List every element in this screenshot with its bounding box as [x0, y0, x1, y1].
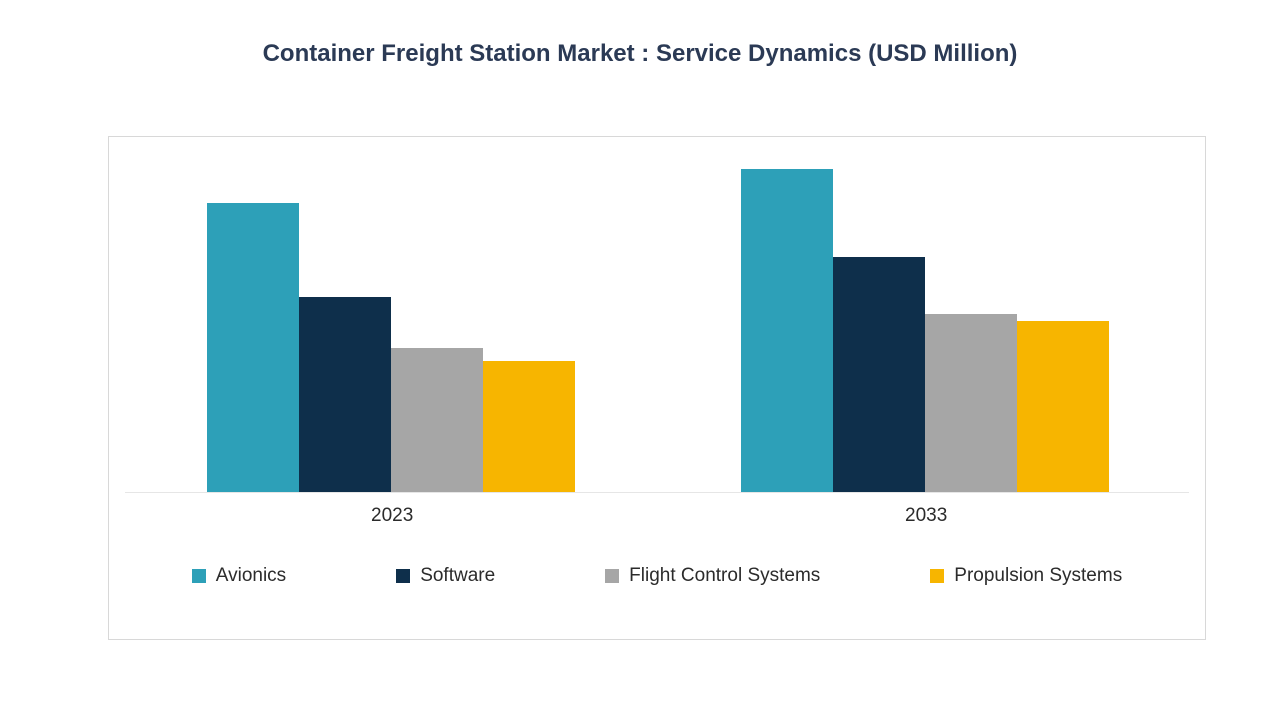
square-icon	[192, 569, 206, 583]
legend-item-avionics: Avionics	[192, 565, 286, 587]
bar-group-2033	[741, 169, 1109, 492]
bar-2033-flight	[925, 314, 1017, 492]
legend-label: Propulsion Systems	[954, 565, 1122, 587]
bar-2023-flight	[391, 348, 483, 492]
bar-2023-software	[299, 297, 391, 492]
chart-card: 2023 2033 Avionics Software Flight Contr…	[108, 136, 1206, 640]
plot-area	[125, 157, 1189, 493]
bar-2023-propulsion	[483, 361, 575, 492]
page-root: Container Freight Station Market : Servi…	[0, 0, 1280, 720]
square-icon	[930, 569, 944, 583]
bar-2033-avionics	[741, 169, 833, 492]
legend-item-software: Software	[396, 565, 495, 587]
legend: Avionics Software Flight Control Systems…	[109, 565, 1205, 587]
legend-item-flight: Flight Control Systems	[605, 565, 820, 587]
bar-2033-software	[833, 257, 925, 492]
square-icon	[396, 569, 410, 583]
bar-2033-propulsion	[1017, 321, 1109, 492]
bar-2023-avionics	[207, 203, 299, 492]
square-icon	[605, 569, 619, 583]
x-label-2023: 2023	[371, 505, 413, 527]
bar-group-2023	[207, 203, 575, 492]
legend-item-propulsion: Propulsion Systems	[930, 565, 1122, 587]
legend-label: Avionics	[216, 565, 286, 587]
x-axis-labels: 2023 2033	[125, 505, 1189, 535]
chart-title: Container Freight Station Market : Servi…	[0, 40, 1280, 68]
legend-label: Software	[420, 565, 495, 587]
x-label-2033: 2033	[905, 505, 947, 527]
legend-label: Flight Control Systems	[629, 565, 820, 587]
